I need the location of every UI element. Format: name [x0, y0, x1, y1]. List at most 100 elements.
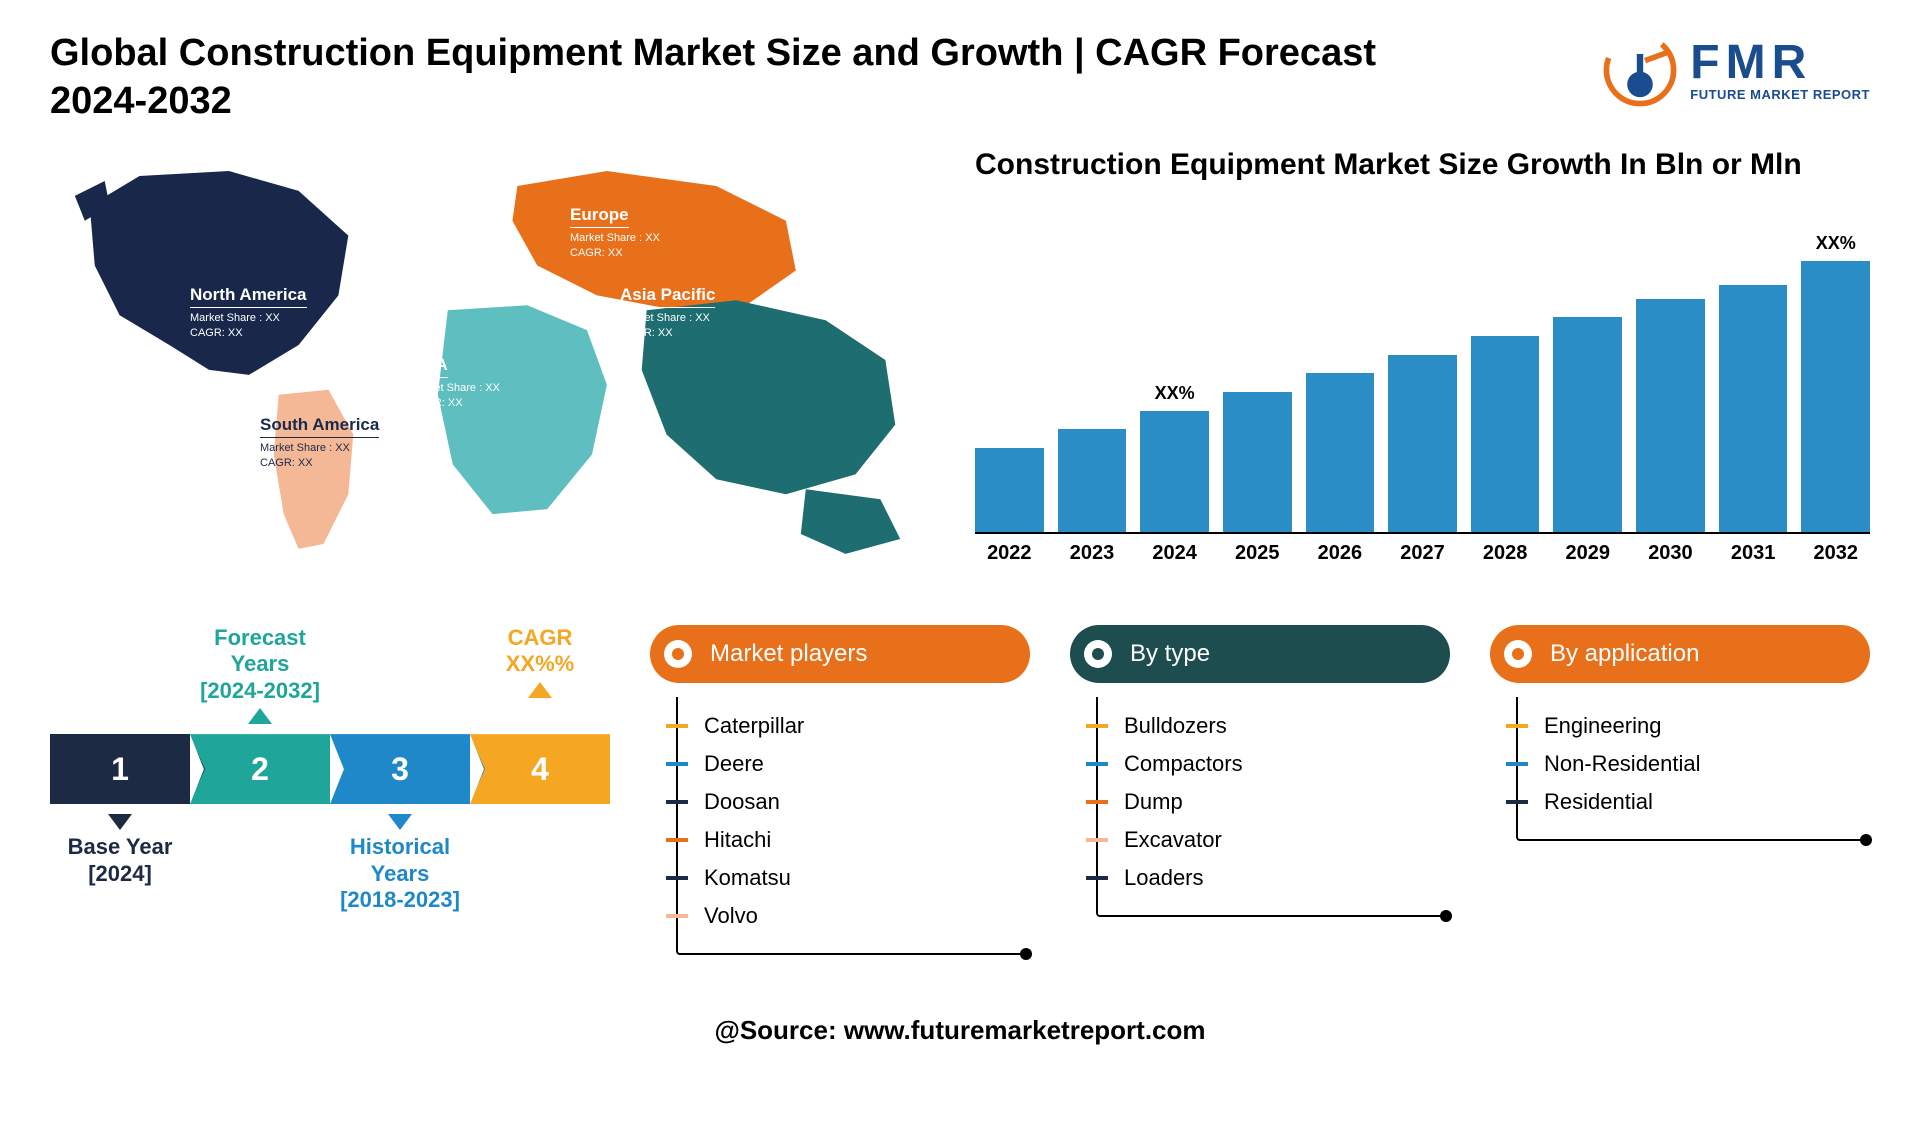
x-label: 2026 — [1306, 542, 1375, 565]
page-title: Global Construction Equipment Market Siz… — [50, 30, 1450, 125]
timeline-label-2: Forecast Years[2024-2032] — [190, 625, 330, 728]
tick-icon — [1086, 800, 1108, 804]
bar-annotation: XX% — [1816, 233, 1856, 254]
map-label-asia-pacific: Asia PacificMarket Share : XXCAGR: XX — [620, 285, 715, 342]
x-label: 2028 — [1471, 542, 1540, 565]
bar-col-2025 — [1223, 392, 1292, 532]
x-label: 2024 — [1140, 542, 1209, 565]
pill-item: Dump — [1098, 783, 1450, 821]
header: Global Construction Equipment Market Siz… — [50, 30, 1870, 125]
x-label: 2023 — [1058, 542, 1127, 565]
tick-icon — [1086, 876, 1108, 880]
bar-2031 — [1719, 285, 1788, 532]
pill-header: By application — [1490, 625, 1870, 683]
x-label: 2027 — [1388, 542, 1457, 565]
bar-2022 — [975, 448, 1044, 532]
pill-item: Bulldozers — [1098, 707, 1450, 745]
pill-item: Excavator — [1098, 821, 1450, 859]
timeline-label-4: CAGRXX%% — [470, 625, 610, 728]
bar-col-2023 — [1058, 429, 1127, 532]
tick-icon — [666, 876, 688, 880]
x-label: 2022 — [975, 542, 1044, 565]
logo-text-wrap: FMR FUTURE MARKET REPORT — [1690, 39, 1870, 102]
pill-dot-icon — [664, 640, 692, 668]
top-row: North AmericaMarket Share : XXCAGR: XXSo… — [50, 145, 1870, 565]
tick-icon — [666, 914, 688, 918]
tick-icon — [1086, 838, 1108, 842]
bar-2027 — [1388, 355, 1457, 532]
tick-icon — [666, 724, 688, 728]
pill-column: By application Engineering Non-Residential… — [1490, 625, 1870, 955]
x-label: 2032 — [1801, 542, 1870, 565]
pill-item-label: Dump — [1124, 789, 1183, 815]
bar-col-2026 — [1306, 373, 1375, 532]
tick-icon — [666, 762, 688, 766]
tick-icon — [666, 800, 688, 804]
tick-icon — [666, 838, 688, 842]
timeline: Forecast Years[2024-2032] CAGRXX%% 1234 B… — [50, 625, 610, 913]
bar-2023 — [1058, 429, 1127, 532]
timeline-segment-3: 3 — [330, 734, 470, 804]
pill-item-label: Deere — [704, 751, 764, 777]
x-label: 2031 — [1719, 542, 1788, 565]
pill-header: Market players — [650, 625, 1030, 683]
bar-chart: Construction Equipment Market Size Growt… — [975, 145, 1870, 565]
pill-item-label: Loaders — [1124, 865, 1204, 891]
logo-text: FMR — [1690, 39, 1870, 87]
region-north-america — [75, 171, 348, 375]
bar-col-2024: XX% — [1140, 411, 1209, 532]
pill-item: Deere — [678, 745, 1030, 783]
pill-item-label: Volvo — [704, 903, 758, 929]
pill-item: Loaders — [1098, 859, 1450, 897]
chart-title: Construction Equipment Market Size Growt… — [975, 145, 1870, 184]
bar-2029 — [1553, 317, 1622, 532]
bar-2024 — [1140, 411, 1209, 532]
bar-2025 — [1223, 392, 1292, 532]
timeline-bar: 1234 — [50, 734, 610, 804]
tick-icon — [1086, 724, 1108, 728]
x-label: 2025 — [1223, 542, 1292, 565]
chart-box: XX% XX% — [975, 199, 1870, 534]
pill-item: Caterpillar — [678, 707, 1030, 745]
pill-item: Compactors — [1098, 745, 1450, 783]
pill-item-label: Residential — [1544, 789, 1653, 815]
pill-item-label: Compactors — [1124, 751, 1243, 777]
bar-2028 — [1471, 336, 1540, 532]
tick-icon — [1506, 762, 1528, 766]
pill-item: Hitachi — [678, 821, 1030, 859]
pill-title: By type — [1130, 640, 1210, 668]
bar-col-2029 — [1553, 317, 1622, 532]
bar-col-2027 — [1388, 355, 1457, 532]
map-label-south-america: South AmericaMarket Share : XXCAGR: XX — [260, 415, 379, 472]
pill-item: Residential — [1518, 783, 1870, 821]
x-label: 2030 — [1636, 542, 1705, 565]
source-line: @Source: www.futuremarketreport.com — [50, 1015, 1870, 1046]
tick-icon — [1506, 724, 1528, 728]
bar-2030 — [1636, 299, 1705, 532]
tick-icon — [1506, 800, 1528, 804]
pill-item: Komatsu — [678, 859, 1030, 897]
pill-item: Doosan — [678, 783, 1030, 821]
pill-title: Market players — [710, 640, 867, 668]
world-map: North AmericaMarket Share : XXCAGR: XXSo… — [50, 145, 945, 565]
pill-item: Engineering — [1518, 707, 1870, 745]
timeline-bottom-labels: Base Year[2024]Historical Years[2018-202… — [50, 810, 610, 913]
pill-item: Volvo — [678, 897, 1030, 935]
bar-col-2022 — [975, 448, 1044, 532]
bar-col-2030 — [1636, 299, 1705, 532]
timeline-top-labels: Forecast Years[2024-2032] CAGRXX%% — [50, 625, 610, 728]
pill-list: Bulldozers Compactors Dump Excavator Loaders — [1096, 697, 1450, 917]
timeline-segment-2: 2 — [190, 734, 330, 804]
pill-item-label: Excavator — [1124, 827, 1222, 853]
pill-list: Engineering Non-Residential Residential — [1516, 697, 1870, 841]
bar-col-2032: XX% — [1801, 261, 1870, 532]
pill-list: Caterpillar Deere DoosanHitachi Komatsu Volv… — [676, 697, 1030, 955]
bar-col-2028 — [1471, 336, 1540, 532]
pill-dot-icon — [1084, 640, 1112, 668]
bottom-row: Forecast Years[2024-2032] CAGRXX%% 1234 B… — [50, 625, 1870, 955]
timeline-label-1: Base Year[2024] — [50, 810, 190, 913]
bar-annotation: XX% — [1155, 383, 1195, 404]
pill-item: Non-Residential — [1518, 745, 1870, 783]
pill-item-label: Engineering — [1544, 713, 1661, 739]
pill-item-label: Komatsu — [704, 865, 791, 891]
